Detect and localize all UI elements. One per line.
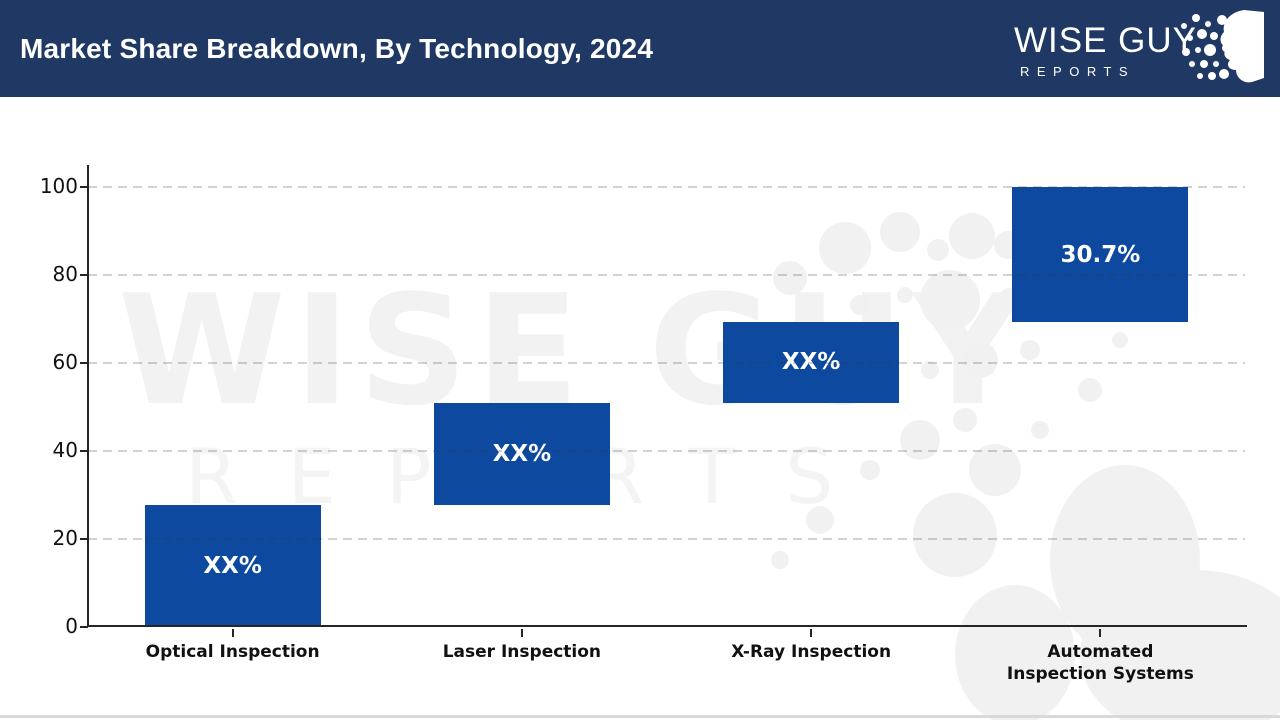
y-tick-label-100: 100: [39, 174, 78, 198]
bar-value-label: XX%: [203, 553, 262, 580]
logo-text-reports: REPORTS: [1020, 64, 1135, 79]
bar-automated-inspection-systems: 30.7%: [1012, 187, 1189, 323]
x-tick-mark: [810, 629, 813, 637]
y-tick-label-80: 80: [52, 262, 78, 286]
gridline-20: [88, 538, 1245, 540]
header-bar: Market Share Breakdown, By Technology, 2…: [0, 0, 1280, 97]
y-tick-label-40: 40: [52, 438, 78, 462]
gridline-80: [88, 274, 1245, 276]
y-tick-label-20: 20: [52, 526, 78, 550]
gridline-40: [88, 450, 1245, 452]
y-tick-mark: [80, 450, 88, 452]
bar-value-label: XX%: [492, 440, 552, 467]
x-tick-label-laser-inspection: Laser Inspection: [442, 642, 602, 662]
bar-value-label: 30.7%: [1060, 241, 1141, 268]
x-tick-mark: [520, 629, 523, 637]
x-axis-line: [87, 625, 1247, 627]
y-axis-line: [87, 165, 89, 627]
y-tick-mark: [80, 274, 88, 276]
y-tick-mark: [80, 626, 88, 628]
bar-laser-inspection: XX%: [433, 402, 610, 506]
bottom-divider: [0, 715, 1280, 718]
y-tick-mark: [80, 538, 88, 540]
chart-plot-area: 0 20 40 60 80 100 XX% Optical Inspection XX% Lase…: [0, 97, 1280, 720]
y-tick-label-60: 60: [52, 350, 78, 374]
logo-text-wiseguy: WISE GUY: [1014, 21, 1197, 60]
y-tick-label-0: 0: [65, 614, 78, 638]
x-tick-mark: [231, 629, 234, 637]
bar-x-ray-inspection: XX%: [723, 322, 900, 403]
y-tick-mark: [80, 362, 88, 364]
x-tick-label-x-ray-inspection: X-Ray Inspection: [731, 642, 892, 662]
x-tick-label-automated-inspection-systems: Automated Inspection Systems: [1006, 642, 1194, 685]
gridline-60: [88, 362, 1245, 364]
logo-dot-face-icon: [1181, 10, 1264, 83]
wise-guy-reports-logo: WISE GUY REPORTS: [1014, 10, 1264, 83]
gridline-100: [88, 186, 1245, 188]
bar-optical-inspection: XX%: [144, 505, 321, 627]
x-tick-label-optical-inspection: Optical Inspection: [145, 642, 320, 662]
y-tick-mark: [80, 186, 88, 188]
x-tick-mark: [1099, 629, 1102, 637]
chart-title: Market Share Breakdown, By Technology, 2…: [20, 32, 654, 64]
